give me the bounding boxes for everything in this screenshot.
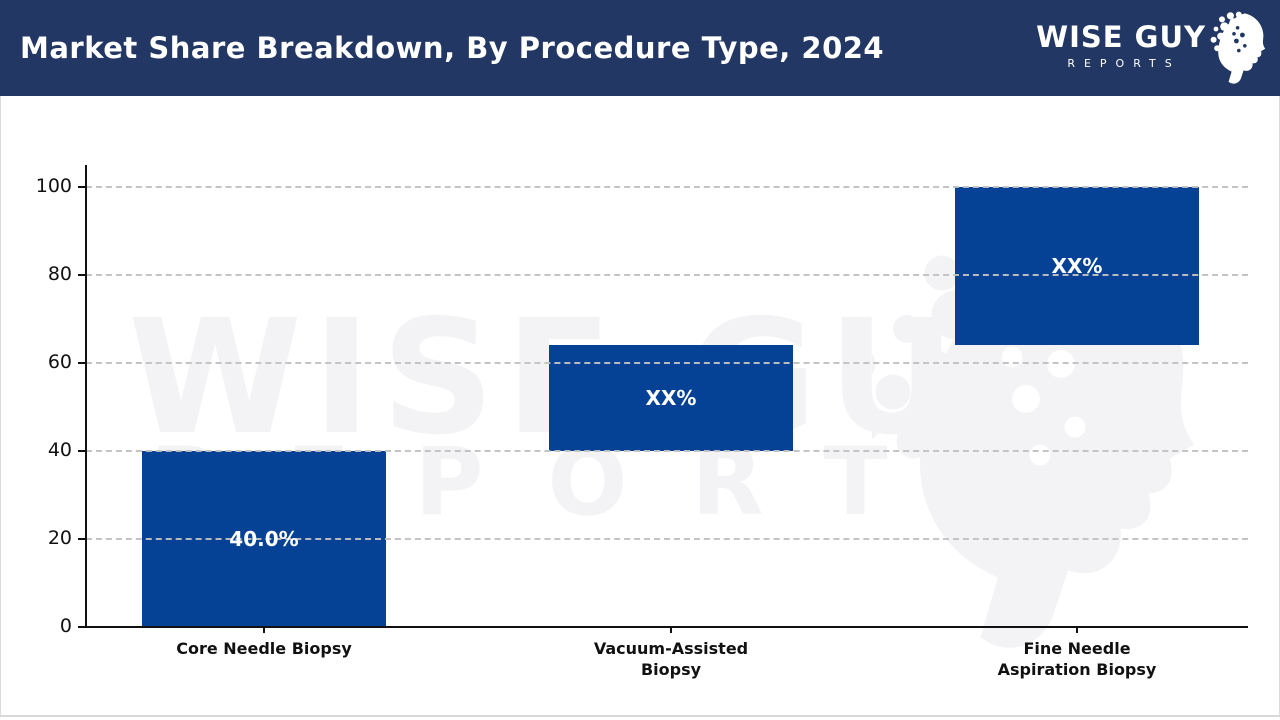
bar-fine-needle-aspiration-biopsy: XX%	[955, 187, 1199, 346]
gridline-40	[86, 450, 1248, 452]
y-axis-label-0: 0	[59, 615, 72, 637]
y-tick-0	[78, 626, 85, 628]
y-tick-60	[78, 362, 85, 364]
x-tick-vacuum-assisted-biopsy	[670, 628, 672, 633]
dotted-head-icon	[1210, 11, 1266, 84]
gridline-20	[86, 538, 1248, 540]
header: Market Share Breakdown, By Procedure Typ…	[0, 0, 1280, 96]
gridline-60	[86, 362, 1248, 364]
bar-value-label: XX%	[1051, 254, 1103, 279]
x-axis-label-fine-needle-aspiration-biopsy: Fine Needle Aspiration Biopsy	[997, 639, 1157, 679]
y-axis-label-40: 40	[47, 439, 72, 461]
x-tick-fine-needle-aspiration-biopsy	[1076, 628, 1078, 633]
y-axis-label-100: 100	[35, 175, 72, 197]
y-tick-100	[78, 186, 85, 188]
y-axis-label-60: 60	[47, 351, 72, 373]
y-axis-label-20: 20	[47, 527, 72, 549]
page-title: Market Share Breakdown, By Procedure Typ…	[20, 31, 885, 65]
x-axis-label-vacuum-assisted-biopsy: Vacuum-Assisted Biopsy	[593, 639, 749, 679]
y-axis-line	[85, 165, 87, 628]
brand-subname: REPORTS	[1067, 56, 1181, 70]
y-tick-40	[78, 450, 85, 452]
gridline-80	[86, 274, 1248, 276]
x-axis-label-core-needle-biopsy: Core Needle Biopsy	[176, 639, 352, 658]
bar-value-label: XX%	[645, 386, 697, 411]
brand-name: WISE GUY	[1036, 20, 1206, 54]
y-tick-80	[78, 274, 85, 276]
x-axis-line	[85, 626, 1248, 628]
brand-logo: WISE GUY REPORTS	[1024, 8, 1270, 90]
y-axis-label-80: 80	[47, 263, 72, 285]
brand-logo-text: WISE GUY REPORTS	[1036, 20, 1206, 70]
bar-value-label: 40.0%	[229, 527, 299, 551]
x-tick-core-needle-biopsy	[263, 628, 265, 633]
y-tick-20	[78, 538, 85, 540]
gridline-100	[86, 186, 1248, 188]
